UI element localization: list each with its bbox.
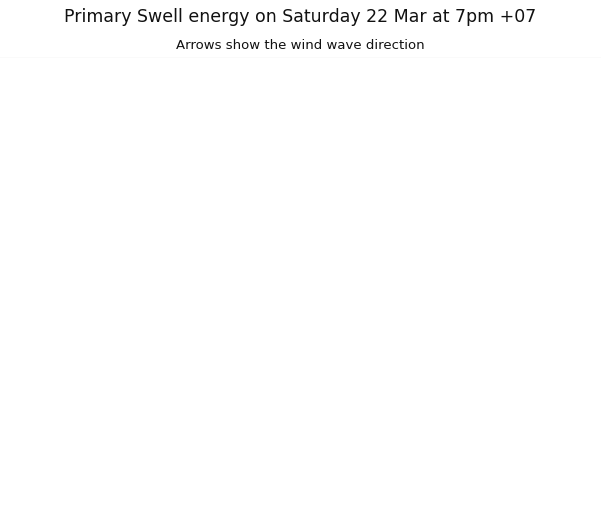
Text: cartopy required: cartopy required <box>243 278 358 292</box>
Text: Primary Swell energy on Saturday 22 Mar at 7pm +07: Primary Swell energy on Saturday 22 Mar … <box>64 8 537 26</box>
Text: Arrows show the wind wave direction: Arrows show the wind wave direction <box>176 38 425 52</box>
